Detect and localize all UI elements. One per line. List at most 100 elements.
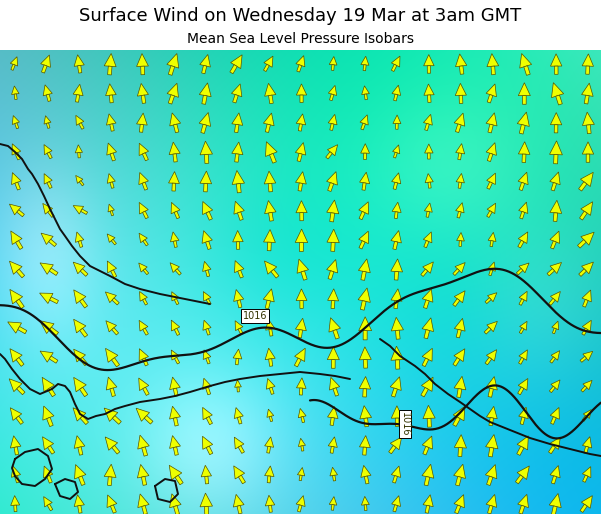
Polygon shape [142,153,148,161]
Polygon shape [456,143,465,154]
Polygon shape [237,505,242,514]
Polygon shape [556,95,563,105]
Polygon shape [142,506,147,514]
Polygon shape [583,380,592,390]
Polygon shape [391,56,400,67]
Polygon shape [391,466,401,478]
Polygon shape [264,200,276,214]
Polygon shape [581,386,587,392]
Polygon shape [206,416,213,425]
Polygon shape [491,66,495,75]
Polygon shape [518,172,528,185]
Polygon shape [50,297,58,304]
Polygon shape [79,123,84,130]
Polygon shape [266,378,275,389]
Polygon shape [516,475,523,484]
Polygon shape [296,495,305,506]
Polygon shape [104,408,118,421]
Polygon shape [11,466,20,478]
Polygon shape [549,298,555,305]
Polygon shape [237,300,242,308]
Polygon shape [519,299,524,305]
Polygon shape [136,113,147,125]
Polygon shape [296,200,307,213]
Polygon shape [49,327,58,336]
Polygon shape [47,504,53,511]
Polygon shape [358,288,370,302]
Polygon shape [141,476,147,485]
Polygon shape [297,467,305,476]
Polygon shape [517,494,528,508]
Polygon shape [110,388,115,397]
Polygon shape [14,447,19,455]
Polygon shape [522,96,526,104]
Polygon shape [136,408,150,421]
Polygon shape [580,504,587,512]
Polygon shape [486,350,496,361]
Text: Mean Sea Level Pressure Isobars: Mean Sea Level Pressure Isobars [187,32,414,46]
Polygon shape [361,465,371,478]
Polygon shape [458,153,462,160]
Polygon shape [203,201,213,214]
Polygon shape [43,466,53,478]
Polygon shape [173,154,177,162]
Polygon shape [42,377,54,392]
Polygon shape [582,290,591,302]
Polygon shape [454,113,465,126]
Polygon shape [112,327,118,335]
Polygon shape [78,505,82,513]
Polygon shape [41,55,50,67]
Polygon shape [204,506,209,514]
Polygon shape [174,211,180,219]
Polygon shape [364,359,367,368]
Polygon shape [579,211,587,220]
Polygon shape [263,64,269,71]
Polygon shape [199,113,210,126]
Polygon shape [551,380,560,390]
Polygon shape [233,494,244,507]
Polygon shape [234,408,243,418]
Polygon shape [392,475,397,483]
Polygon shape [582,262,593,274]
Polygon shape [203,408,212,419]
Polygon shape [294,358,301,367]
Polygon shape [454,291,465,303]
Polygon shape [362,86,370,95]
Polygon shape [297,153,302,161]
Polygon shape [44,497,52,507]
Polygon shape [359,202,368,214]
Polygon shape [581,202,593,215]
Polygon shape [517,436,528,450]
Polygon shape [271,269,279,278]
Polygon shape [519,505,525,514]
Polygon shape [234,437,244,449]
Polygon shape [390,377,401,391]
Polygon shape [519,263,529,273]
Polygon shape [456,329,462,338]
Polygon shape [550,263,561,273]
Polygon shape [454,318,465,331]
Polygon shape [547,269,555,276]
Polygon shape [233,230,243,242]
Polygon shape [427,95,431,102]
Polygon shape [424,84,434,95]
Polygon shape [47,417,53,427]
Polygon shape [144,415,153,424]
Polygon shape [296,84,307,95]
Polygon shape [486,377,497,390]
Polygon shape [358,259,370,273]
Polygon shape [361,271,366,281]
Polygon shape [519,350,528,360]
Polygon shape [202,231,212,243]
Polygon shape [12,144,20,155]
Polygon shape [173,388,178,396]
Polygon shape [174,506,180,514]
Polygon shape [12,116,19,124]
Polygon shape [328,182,334,192]
Polygon shape [10,261,22,274]
Polygon shape [112,358,120,367]
Polygon shape [424,300,429,308]
Polygon shape [296,114,306,125]
Polygon shape [139,124,144,132]
Polygon shape [582,475,588,482]
